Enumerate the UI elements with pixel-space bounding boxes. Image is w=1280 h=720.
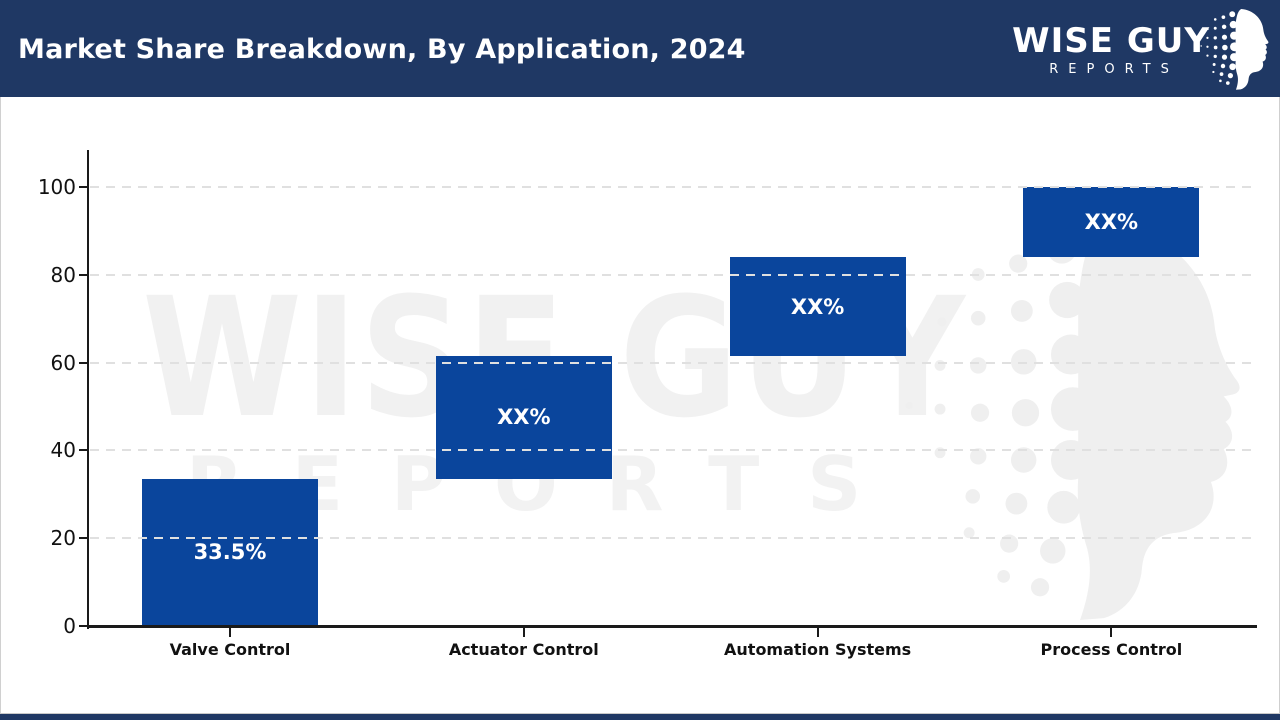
header-bar: Market Share Breakdown, By Application, … [0, 0, 1280, 97]
chart-title: Market Share Breakdown, By Application, … [18, 34, 746, 65]
y-tick-label: 40 [50, 438, 76, 463]
x-axis-label: Process Control [1040, 640, 1183, 659]
bar-value-label: XX% [1084, 210, 1139, 235]
y-tick [79, 537, 88, 540]
y-tick-label: 0 [63, 614, 76, 638]
brand-name: WISE GUY [1012, 21, 1210, 61]
bar-value-label: XX% [497, 405, 551, 430]
brand-logo-text: WISE GUY REPORTS [1012, 21, 1210, 77]
brand-logo: WISE GUY REPORTS [1012, 8, 1270, 90]
y-tick-label: 20 [50, 526, 76, 551]
y-axis-spine [87, 150, 89, 629]
x-tick [229, 628, 231, 637]
y-tick [79, 361, 88, 364]
y-tick-label: 80 [50, 262, 76, 287]
y-tick-label: 60 [50, 350, 76, 375]
y-tick [79, 273, 88, 276]
brand-face-icon [1200, 9, 1269, 90]
gridline [90, 186, 1257, 188]
x-axis-label: Actuator Control [448, 640, 599, 659]
x-tick [816, 628, 819, 637]
bar [142, 478, 318, 626]
y-tick [79, 449, 88, 452]
footer-bar [0, 714, 1280, 720]
x-axis-label: Valve Control [169, 640, 291, 659]
x-axis-label: Automation Systems [724, 640, 912, 659]
bar [1023, 187, 1200, 258]
y-tick [79, 186, 88, 188]
x-tick [522, 628, 525, 637]
bar-value-label: 33.5% [193, 540, 267, 565]
bar [729, 257, 906, 356]
gridline [90, 273, 1257, 276]
gridline [90, 537, 1257, 540]
gridline [90, 361, 1257, 364]
y-tick-label: 100 [37, 175, 76, 199]
x-tick [1110, 628, 1113, 637]
y-tick [79, 625, 88, 627]
bar [435, 356, 612, 479]
brand-tagline: REPORTS [1049, 62, 1179, 77]
gridline [90, 449, 1257, 452]
x-axis-spine [87, 625, 1257, 628]
bar-value-label: XX% [790, 294, 845, 319]
